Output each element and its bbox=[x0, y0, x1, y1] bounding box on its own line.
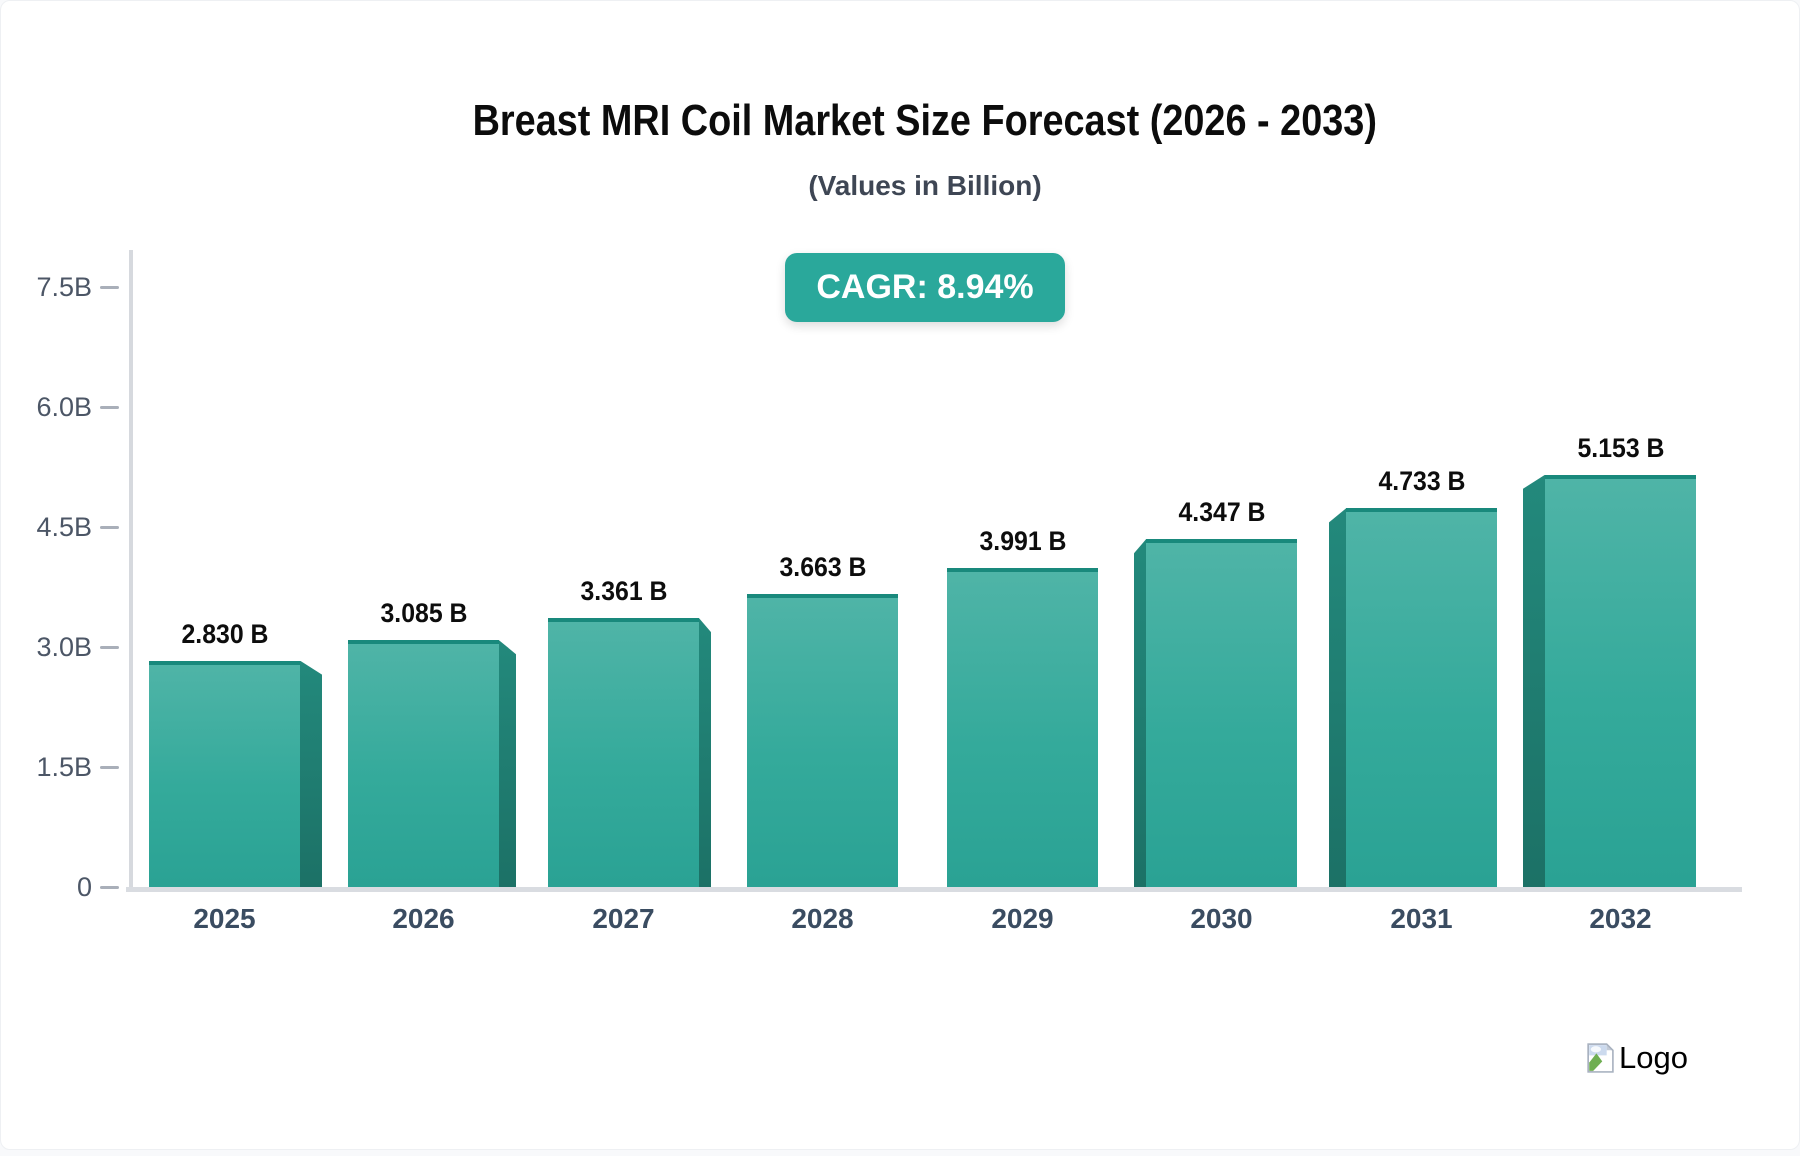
x-axis-label-2030: 2030 bbox=[1190, 903, 1253, 934]
y-tick-label-4.5B: 4.5B bbox=[36, 512, 92, 542]
y-tick-dash-3.0B bbox=[100, 645, 119, 649]
bar-value-label-2028: 3.663 B bbox=[778, 551, 866, 582]
y-tick-dash-6.0B bbox=[100, 405, 119, 409]
chart-subtitle: (Values in Billion) bbox=[25, 170, 1800, 202]
x-axis-label-2026: 2026 bbox=[392, 903, 455, 934]
x-axis-label-2031: 2031 bbox=[1390, 903, 1453, 934]
x-axis-label-2029: 2029 bbox=[991, 903, 1054, 934]
cagr-badge-text: CAGR: 8.94% bbox=[816, 268, 1034, 306]
bar-value-label-2027: 3.361 B bbox=[579, 576, 667, 607]
chart-subtitle-text: (Values in Billion) bbox=[808, 170, 1042, 201]
bar-2030 bbox=[1146, 539, 1297, 887]
y-tick-dash-1.5B bbox=[100, 765, 119, 769]
page-title-text: Breast MRI Coil Market Size Forecast (20… bbox=[472, 96, 1378, 145]
y-tick-label-3.0B: 3.0B bbox=[36, 632, 92, 662]
y-tick-dash-4.5B bbox=[100, 525, 119, 529]
bar-value-label-2026: 3.085 B bbox=[379, 598, 467, 629]
y-tick-dash-0 bbox=[100, 885, 119, 889]
page-title: Breast MRI Coil Market Size Forecast (20… bbox=[25, 96, 1800, 146]
bar-2032 bbox=[1545, 474, 1696, 887]
bar-2025 bbox=[149, 660, 300, 887]
bar-2028 bbox=[747, 593, 898, 887]
broken-image-icon bbox=[1587, 1043, 1614, 1073]
bar-2027 bbox=[548, 618, 699, 887]
x-axis-label-2032: 2032 bbox=[1589, 903, 1652, 934]
y-tick-label-6.0B: 6.0B bbox=[36, 392, 92, 422]
bar-side-face-2030 bbox=[1134, 539, 1146, 887]
y-tick-label-7.5B: 7.5B bbox=[36, 272, 92, 302]
bar-value-label-2032: 5.153 B bbox=[1576, 432, 1664, 463]
x-axis-label-2025: 2025 bbox=[193, 903, 256, 934]
logo: Logo bbox=[1582, 1038, 1688, 1078]
x-axis-label-2028: 2028 bbox=[791, 903, 854, 934]
y-tick-label-0: 0 bbox=[76, 872, 92, 902]
y-axis-line bbox=[129, 250, 133, 887]
bar-side-face-2025 bbox=[300, 660, 322, 887]
x-axis-line bbox=[126, 887, 1742, 892]
bar-value-label-2025: 2.830 B bbox=[180, 618, 268, 649]
cagr-badge: CAGR: 8.94% bbox=[785, 253, 1065, 322]
x-axis-label-2027: 2027 bbox=[592, 903, 655, 934]
bar-side-face-2031 bbox=[1329, 508, 1346, 887]
bar-value-label-2029: 3.991 B bbox=[978, 525, 1066, 556]
bar-side-face-2026 bbox=[499, 640, 516, 887]
y-tick-dash-7.5B bbox=[100, 285, 119, 289]
bar-value-label-2030: 4.347 B bbox=[1177, 497, 1265, 528]
bar-2029 bbox=[947, 567, 1098, 887]
logo-text: Logo bbox=[1619, 1040, 1688, 1075]
bar-side-face-2027 bbox=[699, 618, 711, 887]
bar-2026 bbox=[348, 640, 499, 887]
y-tick-label-1.5B: 1.5B bbox=[36, 752, 92, 782]
bar-side-face-2032 bbox=[1523, 474, 1545, 887]
bar-value-label-2031: 4.733 B bbox=[1377, 466, 1465, 497]
bar-2031 bbox=[1346, 508, 1497, 887]
